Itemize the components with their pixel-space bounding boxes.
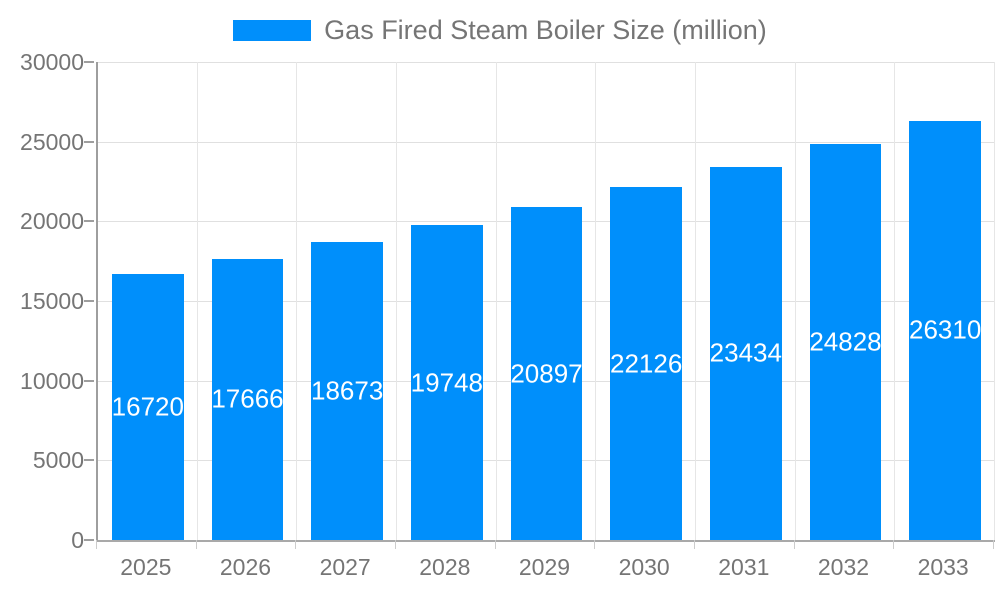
h-gridline	[98, 141, 995, 143]
legend-swatch-icon	[233, 20, 312, 41]
v-gridline	[595, 62, 597, 540]
v-gridline	[296, 62, 298, 540]
plot-area: 16720 17666 18673 19748 20897 22126 23434 24828…	[96, 62, 995, 542]
x-axis-tick	[694, 540, 695, 549]
bar-2025[interactable]: 16720	[111, 273, 184, 540]
x-axis-tick	[195, 540, 197, 549]
x-axis-label: 2028	[419, 554, 471, 580]
v-gridline	[396, 62, 397, 540]
bar-2031[interactable]: 23434	[709, 166, 782, 540]
x-axis-tick	[96, 540, 97, 549]
x-axis-label: 2029	[518, 554, 571, 580]
x-axis-tick	[494, 540, 496, 549]
x-axis-label: 2025	[120, 554, 172, 580]
x-axis-label: 2027	[319, 554, 371, 580]
x-axis-label: 2026	[219, 554, 272, 580]
h-gridline	[98, 62, 995, 63]
legend-label: Gas Fired Steam Boiler Size (million)	[324, 15, 767, 45]
x-axis-tick	[295, 540, 297, 549]
bar-2032[interactable]: 24828	[809, 144, 882, 540]
y-axis-label: 10000	[20, 367, 84, 394]
bar-value-label: 17666	[211, 383, 284, 414]
bar-value-label: 20897	[510, 358, 583, 389]
y-axis-tick	[84, 459, 94, 462]
x-axis-tick	[793, 540, 795, 549]
bar-2033[interactable]: 26310	[909, 120, 982, 540]
x-axis-tick	[594, 540, 596, 549]
bar-2027[interactable]: 18673	[311, 242, 383, 540]
x-axis-tick	[893, 540, 895, 549]
y-axis-tick	[84, 140, 94, 143]
x-axis-label: 2030	[618, 554, 670, 580]
bar-2026[interactable]: 17666	[211, 258, 284, 540]
y-axis-tick	[84, 300, 94, 302]
y-axis-label: 15000	[20, 288, 84, 314]
bar-value-label: 22126	[610, 348, 683, 379]
y-axis-tick	[84, 220, 94, 223]
bar-value-label: 23434	[709, 337, 782, 368]
bar-value-label: 24828	[809, 326, 882, 357]
v-gridline	[994, 62, 995, 540]
x-axis-tick	[395, 540, 396, 549]
bar-value-label: 16720	[111, 391, 184, 422]
y-axis-tick	[84, 539, 94, 541]
v-gridline	[196, 62, 198, 540]
v-gridline	[495, 62, 497, 540]
y-axis-label: 0	[71, 527, 84, 553]
bar-value-label: 18673	[311, 375, 384, 406]
y-axis-label: 30000	[20, 49, 84, 75]
y-axis-label: 5000	[32, 447, 84, 474]
bar-2028[interactable]: 19748	[411, 225, 483, 540]
v-gridline	[894, 62, 896, 540]
x-axis-label: 2032	[817, 554, 870, 580]
x-axis-label: 2031	[718, 554, 770, 580]
y-axis-label: 20000	[20, 208, 84, 235]
v-gridline	[695, 62, 696, 540]
x-axis-label: 2033	[917, 554, 969, 580]
bar-value-label: 19748	[410, 367, 483, 398]
x-axis-tick	[993, 540, 994, 549]
chart-legend[interactable]: Gas Fired Steam Boiler Size (million)	[0, 15, 1000, 46]
v-gridline	[794, 62, 796, 540]
y-axis-tick	[84, 61, 94, 63]
bar-2029[interactable]: 20897	[510, 207, 583, 540]
bar-2030[interactable]: 22126	[610, 187, 682, 540]
y-axis-tick	[84, 379, 94, 382]
y-axis-label: 25000	[20, 128, 84, 155]
bar-value-label: 26310	[909, 314, 982, 345]
